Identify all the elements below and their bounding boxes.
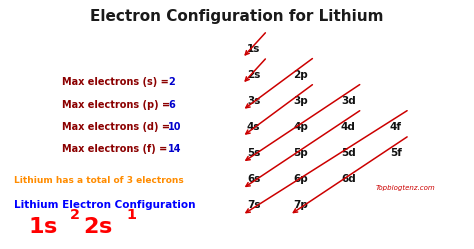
Text: 1s: 1s	[247, 44, 260, 54]
Text: 6s: 6s	[247, 174, 260, 184]
Text: Max electrons (d) =: Max electrons (d) =	[62, 122, 173, 132]
Text: 14: 14	[168, 144, 182, 154]
Text: 5f: 5f	[390, 148, 402, 158]
Text: $\mathbf{2}$: $\mathbf{2}$	[69, 208, 80, 222]
Text: 3d: 3d	[341, 96, 356, 106]
Text: 6d: 6d	[341, 174, 356, 184]
Text: $\mathbf{1}$: $\mathbf{1}$	[126, 208, 137, 222]
Text: 6p: 6p	[293, 174, 309, 184]
Text: Max electrons (f) =: Max electrons (f) =	[62, 144, 170, 154]
Text: 10: 10	[168, 122, 182, 132]
Text: Lithium Electron Configuration: Lithium Electron Configuration	[14, 200, 196, 210]
Text: Lithium has a total of 3 electrons: Lithium has a total of 3 electrons	[14, 176, 184, 185]
Text: 5p: 5p	[293, 148, 309, 158]
Text: $\mathbf{1s}$: $\mathbf{1s}$	[28, 217, 58, 237]
Text: 2p: 2p	[293, 70, 309, 80]
Text: 4d: 4d	[341, 122, 356, 132]
Text: 4f: 4f	[390, 122, 402, 132]
Text: 4s: 4s	[247, 122, 260, 132]
Text: Topblogtenz.com: Topblogtenz.com	[375, 185, 435, 191]
Text: 5s: 5s	[247, 148, 260, 158]
Text: Max electrons (s) =: Max electrons (s) =	[62, 77, 172, 87]
Text: 7p: 7p	[293, 200, 309, 210]
Text: 4p: 4p	[293, 122, 309, 132]
Text: 6: 6	[168, 100, 175, 110]
Text: 3s: 3s	[247, 96, 260, 106]
Text: Max electrons (p) =: Max electrons (p) =	[62, 100, 173, 110]
Text: 7s: 7s	[247, 200, 260, 210]
Text: 3p: 3p	[293, 96, 309, 106]
Text: $\mathbf{2s}$: $\mathbf{2s}$	[83, 217, 113, 237]
Text: Electron Configuration for Lithium: Electron Configuration for Lithium	[90, 9, 384, 24]
Text: 5d: 5d	[341, 148, 356, 158]
Text: 2: 2	[168, 77, 175, 87]
Text: 2s: 2s	[247, 70, 260, 80]
